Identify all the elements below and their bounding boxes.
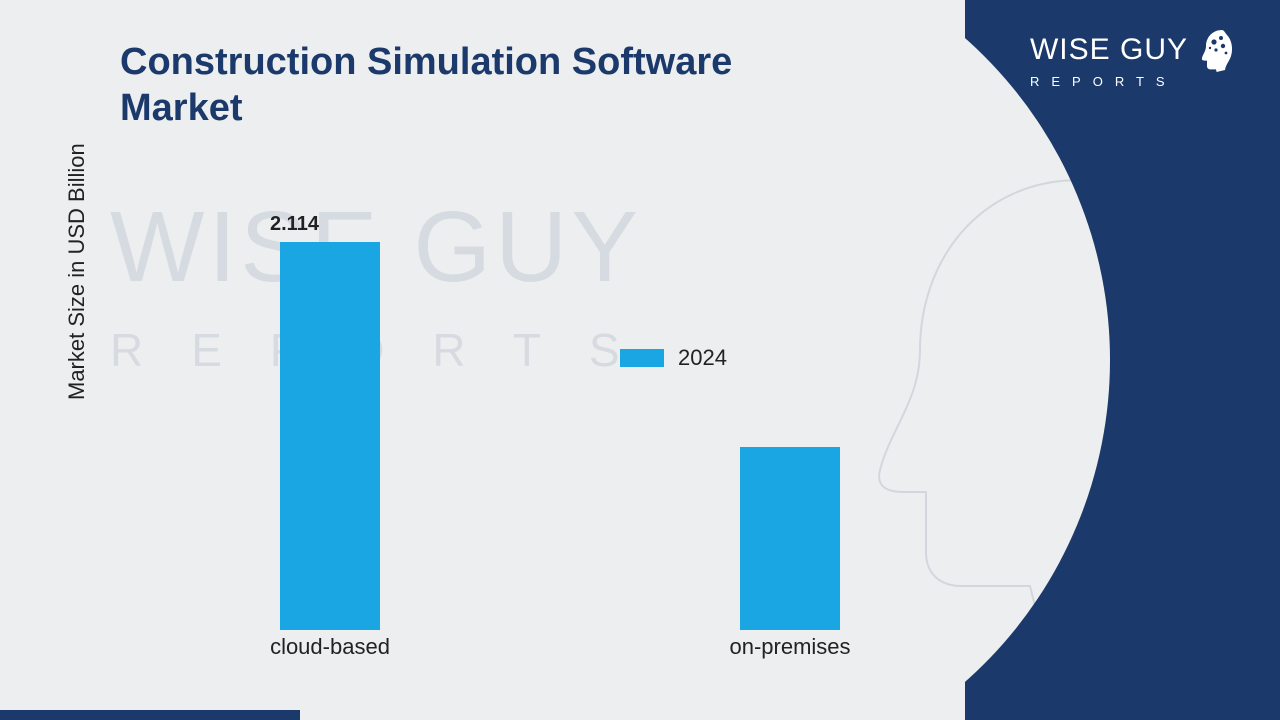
category-label: on-premises [729, 634, 850, 660]
brand-line2: REPORTS [1030, 74, 1238, 89]
legend: 2024 [620, 345, 727, 371]
bar [740, 447, 840, 630]
brand-line1: WISE GUY [1030, 28, 1238, 72]
brand-head-icon [1194, 28, 1238, 72]
chart-title: Construction Simulation Software Market [120, 40, 840, 131]
plot-area: 2024 2.114 cloud-based on-premises [120, 190, 950, 660]
y-axis-label: Market Size in USD Billion [64, 143, 90, 400]
brand-logo: WISE GUY REPORTS [1030, 28, 1238, 89]
bottom-accent-strip [0, 710, 300, 720]
bar-value-label: 2.114 [270, 213, 319, 236]
chart-canvas: WISE GUY REPORTS Construction Simulation… [0, 0, 1280, 720]
legend-swatch [620, 349, 664, 367]
bar [280, 242, 380, 630]
legend-label: 2024 [678, 345, 727, 371]
category-label: cloud-based [270, 634, 390, 660]
